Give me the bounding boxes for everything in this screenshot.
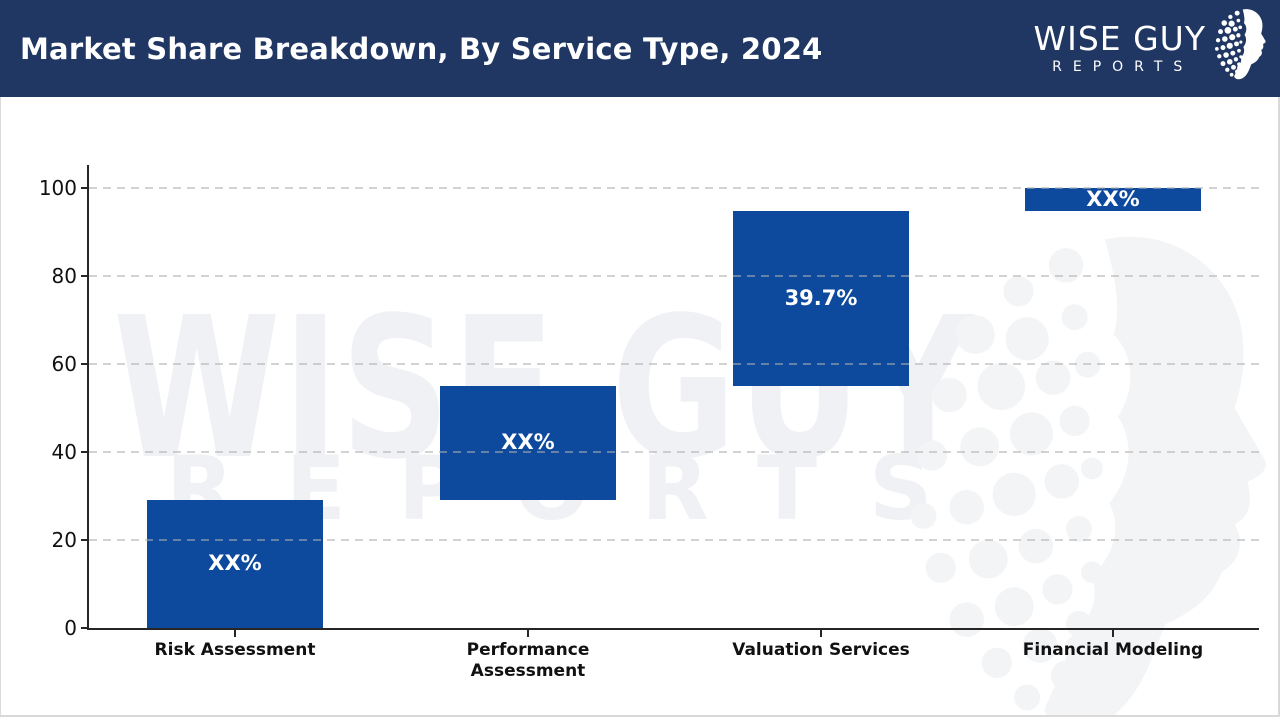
bar-value-label-risk-assessment: XX% xyxy=(208,551,262,576)
y-axis-line xyxy=(87,165,89,630)
y-axis-tick-label: 0 xyxy=(64,616,77,640)
header-bar: Market Share Breakdown, By Service Type,… xyxy=(0,0,1280,97)
y-axis-tick xyxy=(81,187,89,189)
gridline-60 xyxy=(89,363,1259,365)
gridline-80 xyxy=(89,275,1259,277)
x-category-label-risk-assessment: Risk Assessment xyxy=(154,640,316,660)
x-axis-tick xyxy=(527,628,529,637)
gridline-20 xyxy=(89,539,1259,541)
bar-valuation-services xyxy=(733,211,909,386)
y-axis-tick xyxy=(81,451,89,453)
brand-logo: WISE GUY REPORTS xyxy=(1033,7,1270,91)
bar-value-label-performance-assessment: XX% xyxy=(501,430,555,455)
x-axis-tick xyxy=(820,628,822,637)
y-axis-tick-label: 60 xyxy=(51,352,77,376)
bar-financial-modeling xyxy=(1025,188,1201,212)
bar-value-label-financial-modeling: XX% xyxy=(1086,186,1140,211)
gridline-40 xyxy=(89,451,1259,453)
y-axis-tick xyxy=(81,539,89,541)
brand-logo-text: WISE GUY REPORTS xyxy=(1033,22,1206,75)
brain-head-logo-icon xyxy=(1208,7,1270,91)
y-axis-tick xyxy=(81,363,89,365)
bar-value-label-valuation-services: 39.7% xyxy=(784,285,858,310)
y-axis-tick-label: 100 xyxy=(38,176,77,200)
gridline-100 xyxy=(89,187,1259,189)
x-axis-line xyxy=(87,628,1259,630)
x-category-label-financial-modeling: Financial Modeling xyxy=(1022,640,1204,660)
x-axis-tick xyxy=(234,628,236,637)
y-axis-tick xyxy=(81,627,89,629)
y-axis-tick-label: 40 xyxy=(51,440,77,464)
x-axis-tick xyxy=(1112,628,1114,637)
bar-performance-assessment xyxy=(440,386,616,501)
brand-name: WISE GUY xyxy=(1033,19,1206,58)
brand-subname: REPORTS xyxy=(1052,59,1194,75)
y-axis-tick xyxy=(81,275,89,277)
y-axis-tick-label: 20 xyxy=(51,528,77,552)
page-title: Market Share Breakdown, By Service Type,… xyxy=(20,31,823,66)
x-category-label-performance-assessment: Performance Assessment xyxy=(466,640,590,681)
x-category-label-valuation-services: Valuation Services xyxy=(732,640,910,660)
bar-risk-assessment xyxy=(147,500,323,628)
y-axis-tick-label: 80 xyxy=(51,264,77,288)
